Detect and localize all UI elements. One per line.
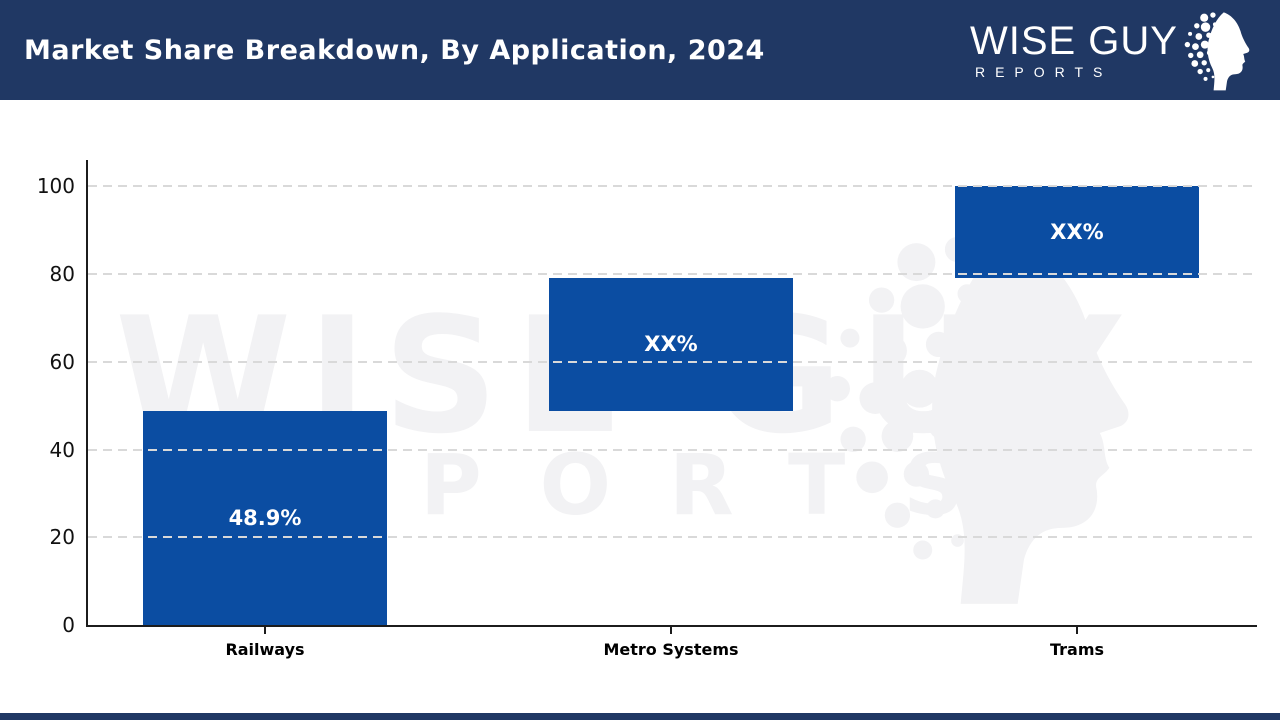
x-axis-line	[86, 625, 1257, 627]
bar-railways	[143, 410, 387, 625]
logo-subtext: REPORTS	[974, 63, 1113, 80]
bar-value-label: XX%	[644, 332, 698, 357]
gridline-y40	[88, 448, 1257, 451]
y-tick-label: 60	[49, 349, 75, 374]
bar-value-label: XX%	[1050, 220, 1104, 245]
gridline-y80	[88, 273, 1257, 276]
y-tick-label: 80	[49, 262, 75, 287]
footer-accent-bar	[0, 713, 1280, 720]
logo-wordmark: WISE GUY	[969, 18, 1178, 63]
y-tick-label: 20	[49, 525, 75, 550]
x-tick	[1076, 627, 1078, 634]
x-tick	[670, 627, 672, 634]
gridline-y20	[88, 536, 1257, 539]
bar-metro-systems	[549, 278, 793, 411]
gridline-y100	[88, 185, 1257, 188]
bar-value-label: 48.9%	[228, 505, 302, 530]
gridline-y60	[88, 360, 1257, 363]
logo-text: WISE GUY REPORTS	[970, 21, 1178, 80]
chart-plot-area: 0 20 40 60 80 100 48.9% Railways XX% Metro System…	[0, 100, 1280, 713]
y-tick-label: 0	[62, 613, 75, 637]
x-axis-label: Metro Systems	[603, 640, 739, 659]
header-bar: Market Share Breakdown, By Application, …	[0, 0, 1280, 100]
x-tick	[264, 627, 266, 634]
y-axis-line	[86, 160, 88, 627]
y-tick-label: 100	[36, 174, 75, 199]
x-axis-label: Railways	[225, 640, 305, 659]
page-title: Market Share Breakdown, By Application, …	[24, 34, 765, 66]
dotted-head-logo-icon	[1184, 12, 1250, 91]
wise-guy-reports-logo: WISE GUY REPORTS	[970, 8, 1256, 92]
y-tick-label: 40	[49, 437, 75, 462]
x-axis-label: Trams	[1049, 640, 1105, 659]
